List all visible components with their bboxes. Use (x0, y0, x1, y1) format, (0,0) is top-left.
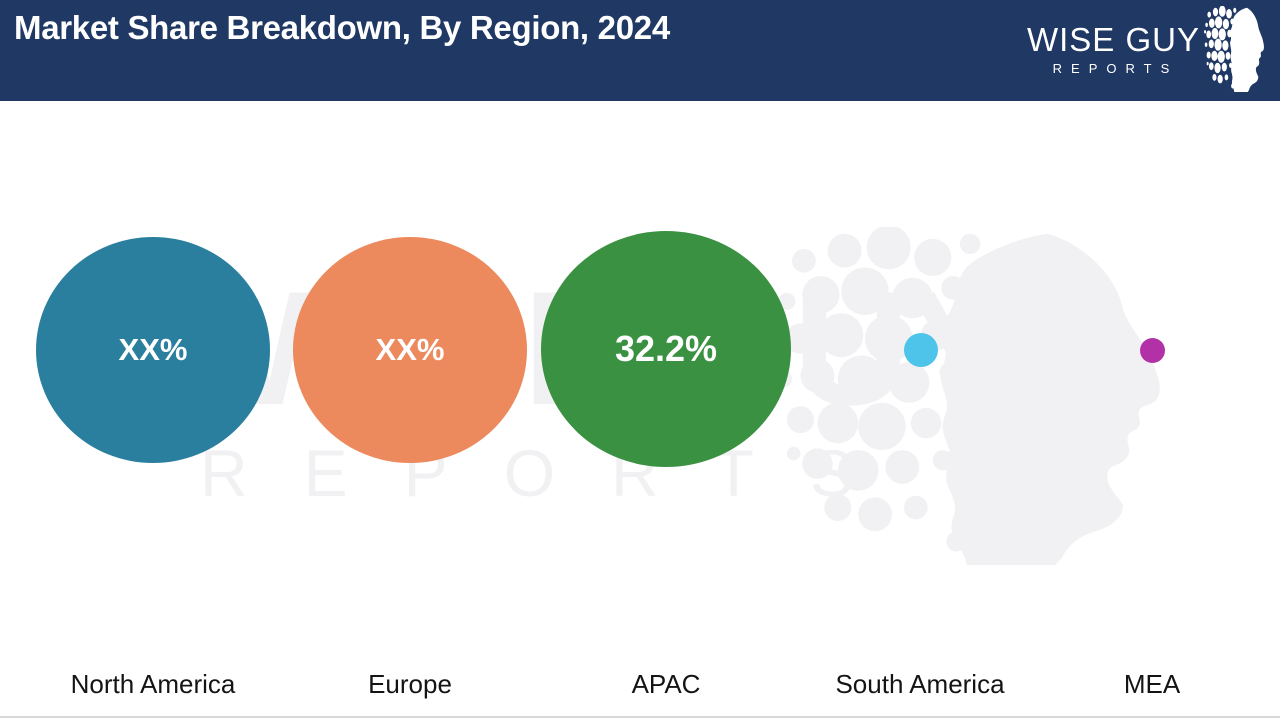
bubble-apac: 32.2% (541, 231, 791, 467)
header-bar: Market Share Breakdown, By Region, 2024 … (0, 0, 1280, 101)
wiseguy-head-watermark (770, 227, 1160, 565)
bubble-value-north-america: XX% (118, 332, 188, 367)
bubble-europe: XX% (293, 237, 527, 463)
logo-wordmark: WISE GUY (1026, 21, 1200, 59)
wiseguy-logo: WISE GUY REPORTS (1027, 6, 1264, 92)
category-label-north-america: North America (70, 669, 236, 699)
category-label-europe: Europe (368, 669, 452, 699)
bubble-north-america: XX% (36, 237, 270, 463)
bubble-value-europe: XX% (375, 332, 445, 367)
bottom-axis-line (0, 716, 1280, 718)
bubble-south-america (904, 333, 938, 367)
category-label-apac: APAC (631, 669, 701, 699)
wiseguy-logo-text: WISE GUY REPORTS (1026, 21, 1200, 76)
category-label-mea: MEA (1123, 669, 1181, 699)
watermark-head-icon (770, 227, 1160, 565)
wiseguy-head-icon (1204, 6, 1264, 92)
category-label-south-america: South America (835, 669, 1005, 699)
page-title: Market Share Breakdown, By Region, 2024 (14, 9, 670, 46)
watermark-reports-text: REPORTS (200, 436, 910, 510)
logo-subtext: REPORTS (1052, 60, 1179, 76)
bubble-mea (1140, 338, 1165, 363)
bubble-value-apac: 32.2% (614, 328, 718, 369)
